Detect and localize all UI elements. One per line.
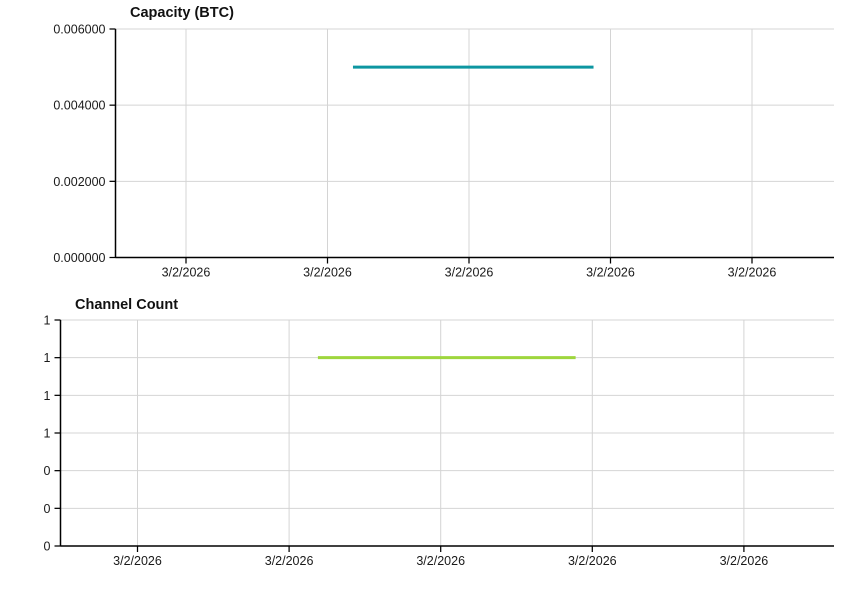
channel-count-y-tick-label: 1 [44,389,51,403]
channel-count-x-tick-label: 3/2/2026 [416,554,465,568]
capacity-x-tick-label: 3/2/2026 [728,266,777,280]
capacity-x-tick-label: 3/2/2026 [303,266,352,280]
capacity-chart-title: Capacity (BTC) [130,5,234,21]
capacity-y-tick-label: 0.002000 [53,175,105,189]
channel-count-y-tick-label: 0 [44,540,51,554]
channel-count-y-tick-label: 1 [44,427,51,441]
channel-count-y-tick-label: 1 [44,314,51,328]
channel-count-x-tick-label: 3/2/2026 [568,554,617,568]
capacity-x-tick-label: 3/2/2026 [445,266,494,280]
channel-count-x-tick-label: 3/2/2026 [113,554,162,568]
capacity-x-tick-label: 3/2/2026 [162,266,211,280]
capacity-y-tick-label: 0.000000 [53,251,105,265]
channel-count-y-tick-label: 0 [44,502,51,516]
channel-count-y-tick-label: 0 [44,464,51,478]
channel-count-x-tick-label: 3/2/2026 [265,554,314,568]
capacity-x-tick-label: 3/2/2026 [586,266,635,280]
channel-count-x-tick-label: 3/2/2026 [720,554,769,568]
capacity-y-tick-label: 0.006000 [53,23,105,37]
channel-count-y-tick-label: 1 [44,351,51,365]
capacity-y-tick-label: 0.004000 [53,99,105,113]
channel-count-chart-title: Channel Count [75,297,179,313]
